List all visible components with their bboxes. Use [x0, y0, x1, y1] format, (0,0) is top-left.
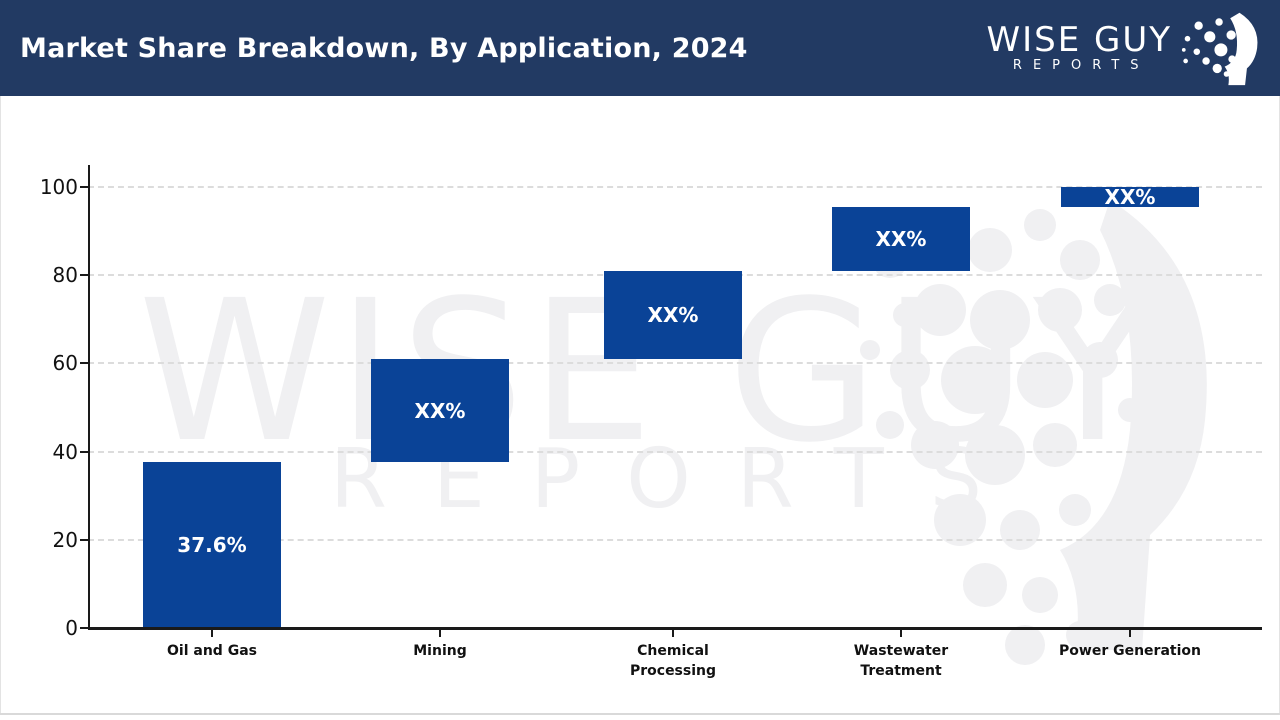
bar-value-label: XX% — [414, 398, 466, 423]
y-tick-mark — [80, 627, 88, 629]
x-tick-mark — [439, 628, 441, 637]
y-tick-label: 0 — [65, 616, 78, 640]
x-tick-mark — [211, 628, 213, 637]
bar-mining: XX% — [371, 358, 509, 463]
brand-logo-text: WISE GUY REPORTS — [986, 19, 1172, 74]
watermark-face-dots — [860, 200, 1207, 665]
bar-wastewater-treatment: XX% — [832, 206, 970, 271]
header-bar: Market Share Breakdown, By Application, … — [0, 0, 1280, 96]
y-tick-mark — [80, 274, 88, 277]
bar-value-label: 37.6% — [177, 533, 247, 558]
y-tick-label: 100 — [39, 175, 78, 199]
y-tick-label: 40 — [52, 439, 78, 464]
bar-power-generation: XX% — [1061, 187, 1199, 207]
brand-subtitle: REPORTS — [1012, 58, 1150, 74]
x-category-label: Mining — [413, 643, 467, 659]
chart-title: Market Share Breakdown, By Application, … — [20, 32, 748, 64]
x-category-label: Oil and Gas — [167, 643, 257, 659]
x-tick-mark — [900, 628, 902, 637]
gridline-20 — [88, 538, 1262, 541]
bar-oil-and-gas: 37.6% — [143, 462, 281, 628]
x-category-label: Wastewater Treatment — [853, 643, 949, 680]
gridline-100 — [88, 186, 1262, 188]
brand-name: WISE GUY — [986, 19, 1172, 60]
gridline-40 — [88, 450, 1262, 453]
y-tick-mark — [80, 538, 88, 541]
y-tick-label: 20 — [52, 527, 78, 552]
x-category-label: Chemical Processing — [629, 643, 717, 680]
bar-value-label: XX% — [647, 302, 699, 327]
y-axis-line — [88, 165, 90, 630]
y-tick-mark — [80, 450, 88, 453]
face-dots-icon — [1181, 12, 1258, 86]
x-axis-line — [88, 627, 1262, 630]
y-tick-mark — [80, 186, 88, 188]
x-category-label: Power Generation — [1059, 643, 1201, 659]
page-left-border — [0, 96, 1, 715]
x-tick-mark — [1129, 628, 1131, 637]
x-tick-mark — [672, 628, 674, 637]
bar-chemical-processing: XX% — [604, 270, 742, 359]
gridline-60 — [88, 362, 1262, 365]
bar-value-label: XX% — [875, 226, 927, 251]
y-tick-label: 60 — [52, 351, 78, 376]
brand-logo: WISE GUY REPORTS — [986, 10, 1262, 86]
y-tick-mark — [80, 362, 88, 365]
y-tick-label: 80 — [52, 263, 78, 288]
page-bottom-rule — [0, 713, 1280, 715]
bar-value-label: XX% — [1104, 187, 1156, 207]
